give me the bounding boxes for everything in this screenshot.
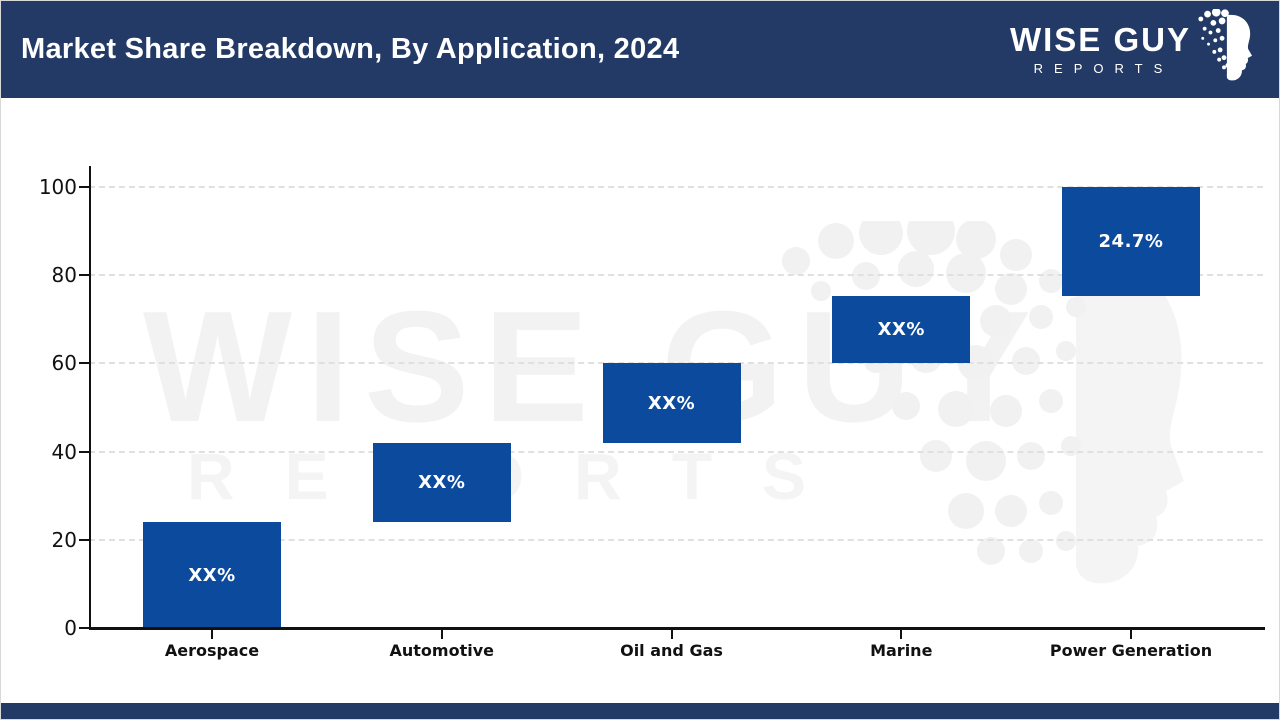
y-tick-mark [79,450,89,453]
watermark-subtitle: REPORTS [187,439,857,513]
x-axis-label: Oil and Gas [620,641,723,660]
bar: XX% [832,295,971,364]
y-tick-label: 20 [51,527,77,552]
y-gridline [89,186,1263,188]
x-axis-label: Power Generation [1049,641,1213,660]
y-tick-label: 100 [38,175,77,199]
y-gridline [89,538,1263,541]
y-tick-mark [79,538,89,541]
y-tick-label: 60 [51,351,77,376]
x-axis-label: Automotive [389,641,495,660]
y-tick-mark [79,274,89,277]
wise-guy-logo: WISE GUY REPORTS [1010,7,1253,91]
logo-wordmark: WISE GUY [1009,21,1191,58]
bar: XX% [602,363,741,443]
header-bar: Market Share Breakdown, By Application, … [1,1,1279,98]
bar: XX% [372,442,511,523]
y-tick-mark [79,627,89,629]
bar-label: 24.7% [1098,230,1164,252]
bar-label: XX% [647,392,696,414]
x-tick-mark [670,630,673,639]
y-gridline [89,274,1263,277]
logo-text: WISE GUY REPORTS [1010,23,1191,76]
x-tick-mark [900,630,903,639]
watermark-dotted-head-icon [766,207,1186,605]
x-tick-mark [211,630,213,639]
bar-label: XX% [188,564,236,586]
x-axis-line [89,627,1265,630]
y-gridline [89,450,1263,453]
y-tick-label: 80 [51,263,77,288]
bar-label: XX% [877,319,925,341]
x-tick-mark [440,630,443,639]
x-axis-label: Aerospace [164,641,260,660]
y-tick-label: 0 [64,616,77,640]
x-axis-label: Marine [870,641,933,660]
logo-subtitle: REPORTS [1033,61,1174,76]
dotted-head-logo-icon [1195,7,1253,91]
bar: 24.7% [1062,187,1200,296]
page-title: Market Share Breakdown, By Application, … [21,33,680,65]
y-axis-line [89,166,91,628]
bar: XX% [143,522,281,628]
y-tick-mark [79,186,89,188]
bar-label: XX% [418,471,466,493]
y-tick-mark [79,362,89,365]
y-tick-label: 40 [51,439,77,464]
x-tick-mark [1130,630,1132,639]
footer-bar [1,703,1279,719]
